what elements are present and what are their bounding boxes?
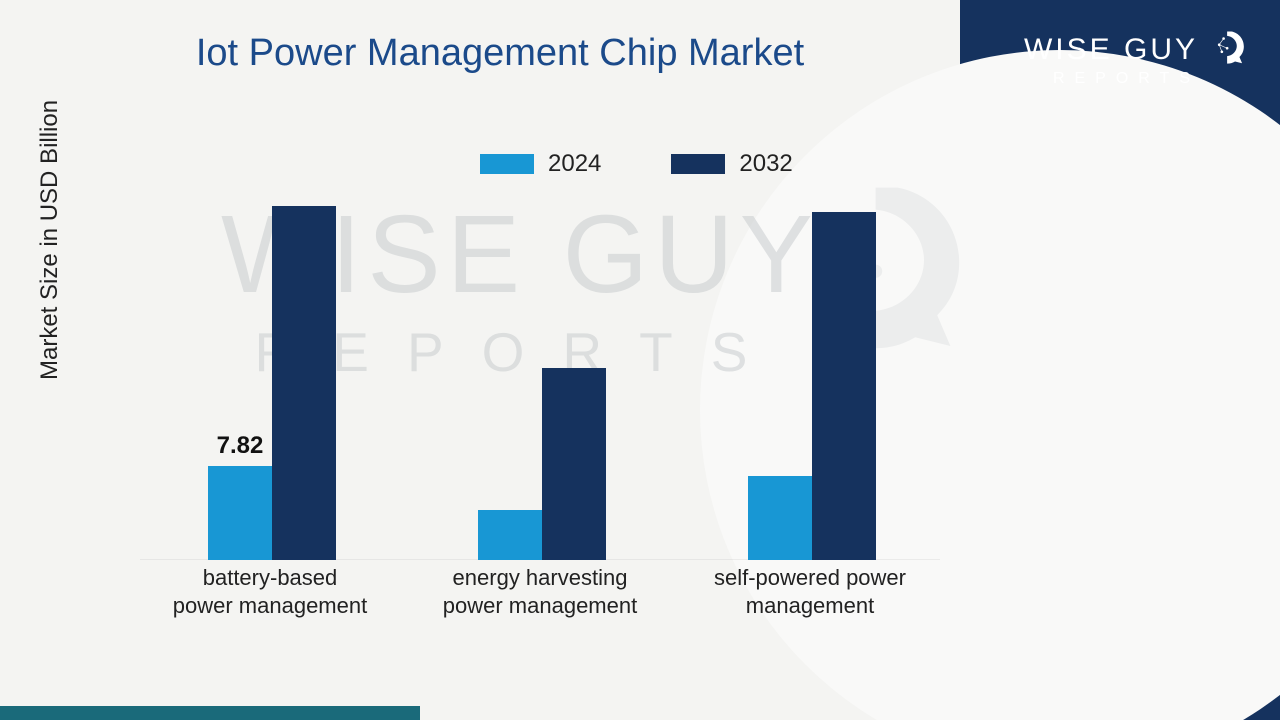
bottom-strip xyxy=(0,706,420,720)
xlabel-0: battery-based power management xyxy=(170,564,370,619)
legend-label-2032: 2032 xyxy=(739,150,792,178)
xlabel-1: energy harvesting power management xyxy=(440,564,640,619)
legend-swatch-2032 xyxy=(671,154,725,174)
legend-label-2024: 2024 xyxy=(548,150,601,178)
chart-plot-area: 7.82 xyxy=(140,200,940,560)
brand-logo: WISE GUY REPORTS xyxy=(990,28,1250,88)
bar-2032-0 xyxy=(272,206,336,560)
bar-2024-0 xyxy=(208,466,272,560)
brand-line1: WISE GUY xyxy=(1024,33,1198,67)
legend-item-2032: 2032 xyxy=(671,150,792,178)
bar-2024-2 xyxy=(748,476,812,560)
brand-head-icon xyxy=(1206,28,1250,72)
chart-canvas: Iot Power Management Chip Market WISE GU… xyxy=(0,0,1280,720)
bar-2032-1 xyxy=(542,368,606,560)
legend: 2024 2032 xyxy=(480,150,793,178)
bar-2024-1 xyxy=(478,510,542,560)
xlabel-2: self-powered power management xyxy=(710,564,910,619)
brand-line2: REPORTS xyxy=(990,70,1250,88)
legend-swatch-2024 xyxy=(480,154,534,174)
bar-2032-2 xyxy=(812,212,876,560)
chart-title: Iot Power Management Chip Market xyxy=(90,32,910,75)
legend-item-2024: 2024 xyxy=(480,150,601,178)
y-axis-label: Market Size in USD Billion xyxy=(36,100,64,380)
value-label-2024-0: 7.82 xyxy=(217,432,264,460)
